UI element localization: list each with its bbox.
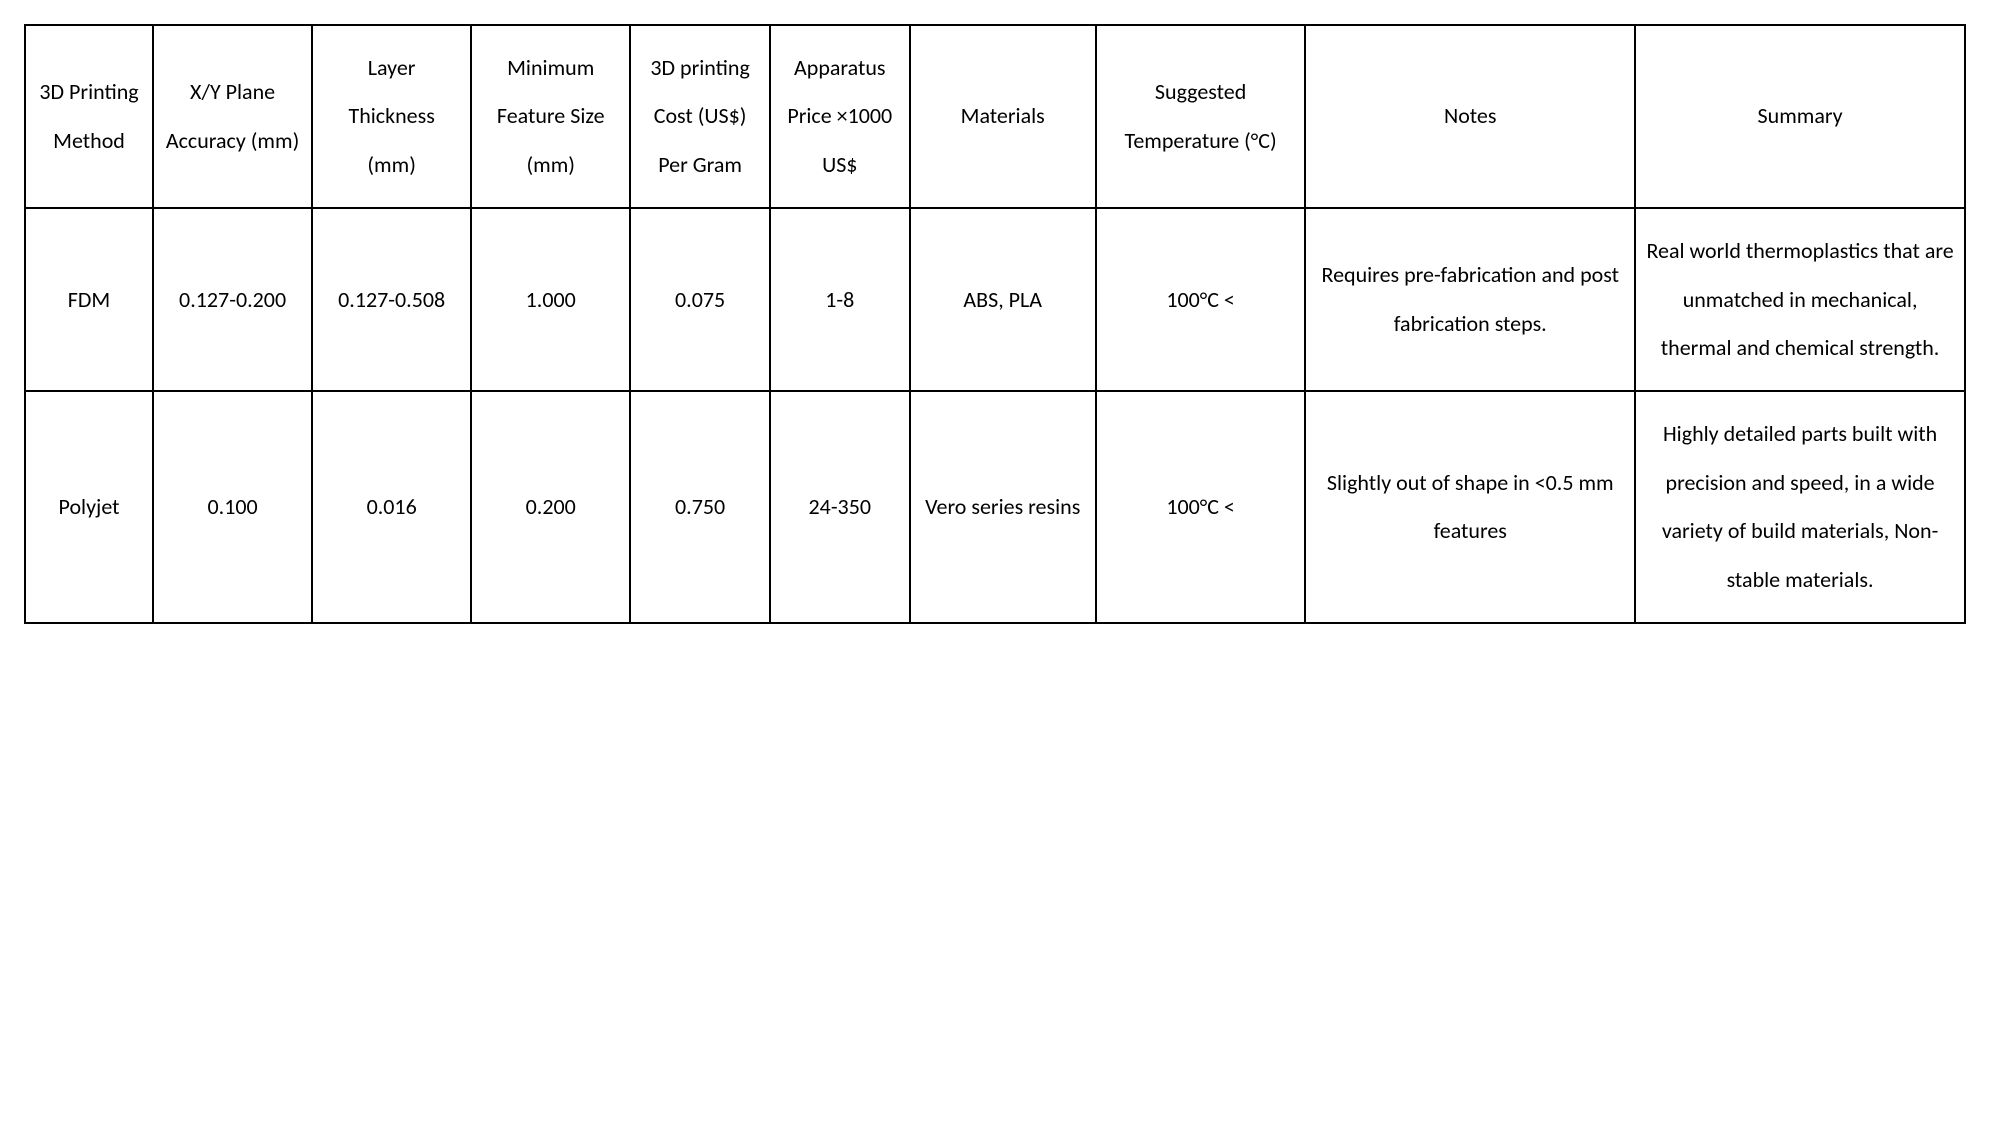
cell-materials: ABS, PLA — [910, 208, 1096, 391]
cell-xy: 0.127-0.200 — [153, 208, 312, 391]
col-method: 3D Printing Method — [25, 25, 153, 208]
col-materials: Materials — [910, 25, 1096, 208]
cell-temp: 100°C < — [1096, 208, 1306, 391]
cell-method: FDM — [25, 208, 153, 391]
col-notes: Notes — [1305, 25, 1635, 208]
cell-temp: 100°C < — [1096, 391, 1306, 623]
col-apparatus: Apparatus Price ×1000 US$ — [770, 25, 910, 208]
cell-summary: Real world thermoplastics that are unmat… — [1635, 208, 1965, 391]
table-header-row: 3D Printing Method X/Y Plane Accuracy (m… — [25, 25, 1965, 208]
cell-summary: Highly detailed parts built with precisi… — [1635, 391, 1965, 623]
col-temperature: Suggested Temperature (°C) — [1096, 25, 1306, 208]
cell-apparatus: 1-8 — [770, 208, 910, 391]
col-cost: 3D printing Cost (US$) Per Gram — [630, 25, 770, 208]
cell-notes: Requires pre-fabrication and post fabric… — [1305, 208, 1635, 391]
cell-method: Polyjet — [25, 391, 153, 623]
cell-cost: 0.075 — [630, 208, 770, 391]
cell-cost: 0.750 — [630, 391, 770, 623]
table-row: Polyjet 0.100 0.016 0.200 0.750 24-350 V… — [25, 391, 1965, 623]
cell-apparatus: 24-350 — [770, 391, 910, 623]
cell-layer: 0.127-0.508 — [312, 208, 471, 391]
cell-minfeat: 0.200 — [471, 391, 630, 623]
col-xy-accuracy: X/Y Plane Accuracy (mm) — [153, 25, 312, 208]
table-row: FDM 0.127-0.200 0.127-0.508 1.000 0.075 … — [25, 208, 1965, 391]
printing-methods-table: 3D Printing Method X/Y Plane Accuracy (m… — [24, 24, 1966, 624]
col-min-feature: Minimum Feature Size (mm) — [471, 25, 630, 208]
col-layer: Layer Thickness (mm) — [312, 25, 471, 208]
table-container: 3D Printing Method X/Y Plane Accuracy (m… — [0, 0, 1990, 648]
cell-notes: Slightly out of shape in <0.5 mm feature… — [1305, 391, 1635, 623]
cell-minfeat: 1.000 — [471, 208, 630, 391]
col-summary: Summary — [1635, 25, 1965, 208]
cell-layer: 0.016 — [312, 391, 471, 623]
cell-materials: Vero series resins — [910, 391, 1096, 623]
cell-xy: 0.100 — [153, 391, 312, 623]
